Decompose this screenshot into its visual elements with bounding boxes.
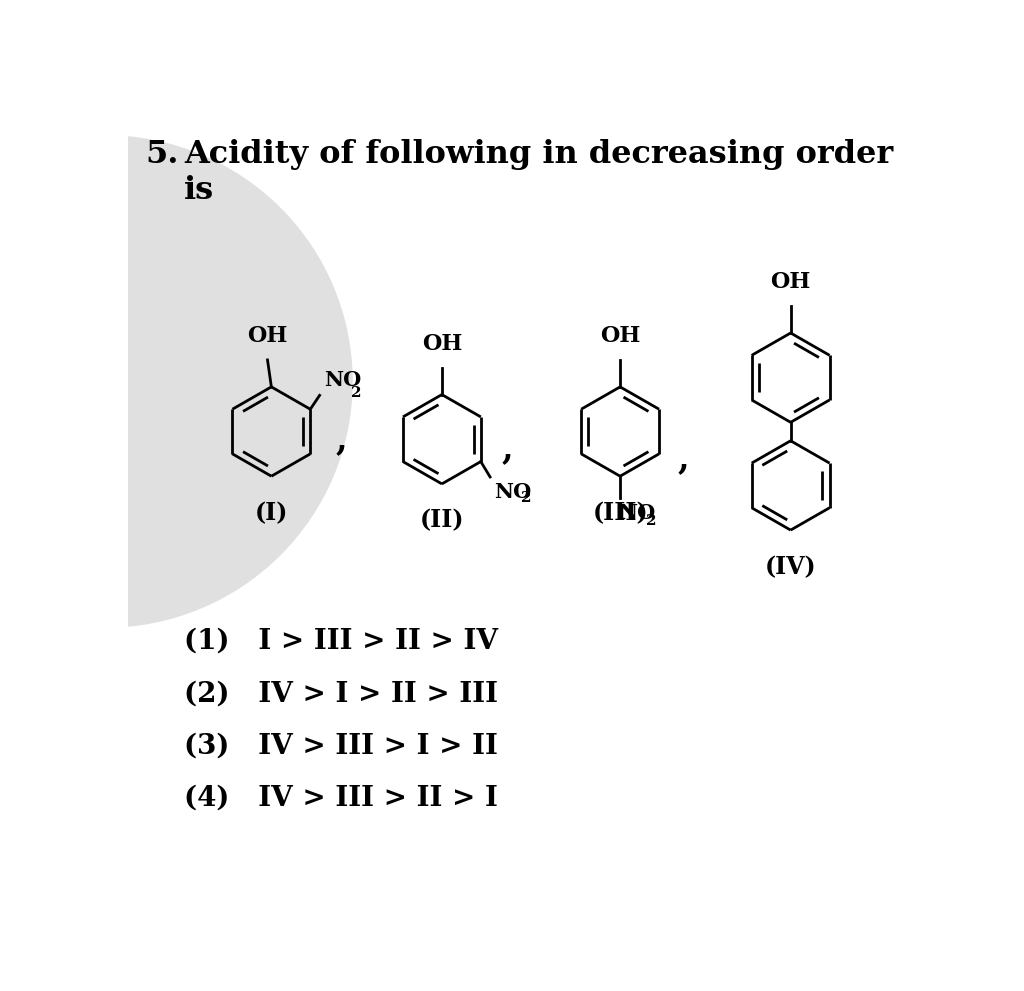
Text: NO: NO [494, 482, 531, 501]
Text: is: is [183, 175, 214, 206]
Text: Acidity of following in decreasing order: Acidity of following in decreasing order [183, 139, 893, 169]
Circle shape [0, 189, 299, 574]
Text: ,: , [335, 423, 347, 456]
Text: (3)   IV > III > I > II: (3) IV > III > I > II [183, 732, 498, 760]
Text: (II): (II) [420, 508, 464, 532]
Text: OH: OH [770, 271, 811, 293]
Text: (III): (III) [592, 500, 648, 525]
Text: 5.: 5. [145, 139, 178, 169]
Text: NO: NO [325, 370, 361, 390]
Circle shape [0, 135, 352, 628]
Text: (I): (I) [255, 500, 288, 525]
Text: OH: OH [422, 333, 462, 355]
Text: NO: NO [618, 503, 655, 523]
Text: 2: 2 [351, 385, 361, 400]
Text: (1)   I > III > II > IV: (1) I > III > II > IV [183, 628, 498, 655]
Text: (2)   IV > I > II > III: (2) IV > I > II > III [183, 680, 498, 708]
Text: 2: 2 [521, 491, 531, 504]
Text: ,: , [678, 442, 689, 475]
Text: OH: OH [248, 325, 288, 347]
Text: (4)   IV > III > II > I: (4) IV > III > II > I [183, 785, 498, 812]
Text: 2: 2 [646, 514, 656, 528]
Text: (IV): (IV) [765, 555, 816, 579]
Text: ,: , [502, 432, 514, 465]
Text: OH: OH [600, 325, 640, 347]
